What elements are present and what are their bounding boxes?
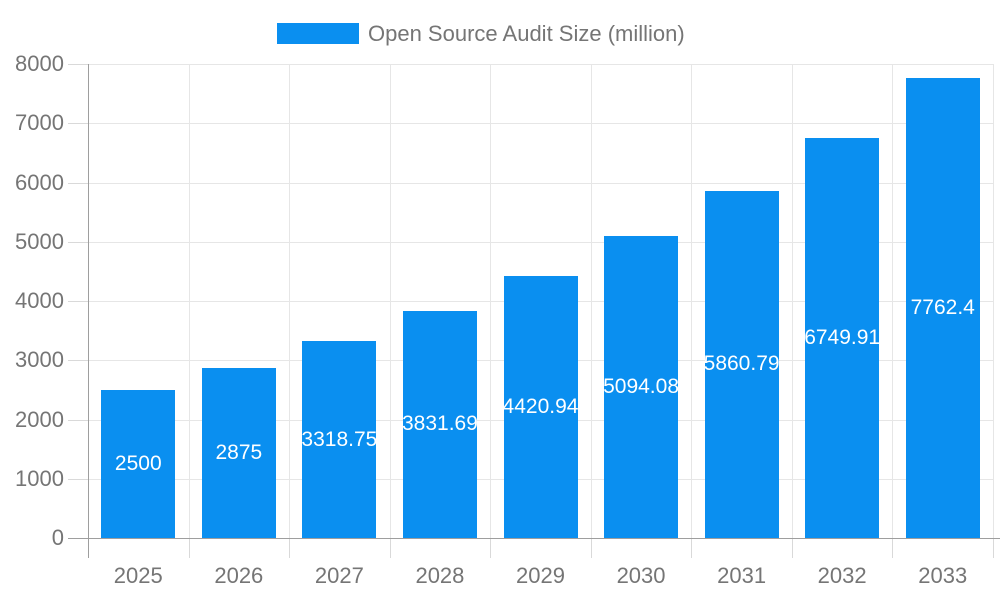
legend-series-swatch-icon[interactable] <box>277 23 359 44</box>
category-boundary-gridline <box>993 64 994 538</box>
y-axis-tick <box>68 123 88 125</box>
category-boundary-gridline <box>691 64 693 538</box>
bar[interactable] <box>905 78 980 538</box>
y-gridline <box>88 123 993 125</box>
bar-value-label: 2875 <box>215 440 263 464</box>
y-axis-line <box>88 64 89 558</box>
bar[interactable] <box>201 367 276 538</box>
y-gridline <box>88 182 993 184</box>
legend-series-label[interactable]: Open Source Audit Size (million) <box>368 21 685 46</box>
y-axis-tick <box>68 419 88 421</box>
x-axis-tick <box>993 538 994 558</box>
y-axis-tick <box>68 182 88 184</box>
bar-value-label: 3831.69 <box>401 412 478 436</box>
bar[interactable] <box>704 190 779 538</box>
category-boundary-gridline <box>590 64 592 538</box>
category-boundary-gridline <box>892 64 894 538</box>
y-axis-tick-label: 7000 <box>15 110 64 136</box>
y-axis-tick <box>68 301 88 302</box>
bar-value-label: 5094.08 <box>603 375 680 399</box>
x-axis-tick <box>490 538 492 558</box>
bar[interactable] <box>503 276 578 538</box>
x-axis-tick <box>590 538 592 558</box>
y-axis-tick-label: 1000 <box>15 465 64 491</box>
x-axis-tick-label: 2028 <box>415 563 465 588</box>
y-axis-tick-label: 8000 <box>15 51 64 76</box>
x-axis-tick <box>389 538 391 558</box>
x-axis-tick-label: 2026 <box>214 563 264 588</box>
bar-value-label: 4420.94 <box>502 395 579 419</box>
y-axis-tick-label: 2000 <box>15 406 64 432</box>
x-axis-line <box>68 538 1000 539</box>
y-gridline <box>88 64 993 65</box>
y-axis-tick <box>68 360 88 362</box>
bar[interactable] <box>805 138 880 538</box>
chart-legend: Open Source Audit Size (million) <box>0 0 1000 56</box>
bar[interactable] <box>302 341 377 538</box>
x-axis-tick-label: 2029 <box>516 563 565 588</box>
x-axis-tick-label: 2031 <box>717 563 767 588</box>
x-axis-tick-label: 2025 <box>113 563 163 588</box>
x-axis-tick <box>791 538 793 558</box>
category-boundary-gridline <box>389 64 391 538</box>
y-axis-tick-label: 5000 <box>15 228 64 254</box>
bar-value-label: 3318.75 <box>301 427 378 451</box>
category-boundary-gridline <box>490 64 492 538</box>
x-axis-tick-label: 2030 <box>616 563 666 588</box>
bar-value-label: 2500 <box>114 451 162 475</box>
bar[interactable] <box>101 389 176 538</box>
y-axis-tick <box>68 478 88 480</box>
bar[interactable] <box>402 310 477 538</box>
category-boundary-gridline <box>791 64 793 538</box>
category-boundary-gridline <box>289 64 291 538</box>
y-axis-tick-label: 6000 <box>15 169 64 195</box>
bar-value-label: 6749.91 <box>804 326 881 350</box>
y-axis-tick-label: 3000 <box>15 347 64 373</box>
y-axis-tick <box>68 64 88 65</box>
y-axis-tick <box>68 241 88 243</box>
x-axis-tick-label: 2027 <box>314 563 364 588</box>
y-axis-tick-label: 4000 <box>15 288 64 313</box>
y-axis-tick-label: 0 <box>51 525 64 550</box>
x-axis-tick-label: 2033 <box>918 563 968 588</box>
x-axis-tick <box>892 538 894 558</box>
x-axis-tick-label: 2032 <box>817 563 867 588</box>
y-gridline <box>88 241 993 243</box>
x-axis-tick <box>691 538 693 558</box>
x-axis-tick <box>289 538 291 558</box>
bar-value-label: 7762.4 <box>910 296 975 320</box>
category-boundary-gridline <box>188 64 190 538</box>
bar[interactable] <box>604 236 679 538</box>
x-axis-tick <box>188 538 190 558</box>
bar-value-label: 5860.79 <box>703 352 780 376</box>
